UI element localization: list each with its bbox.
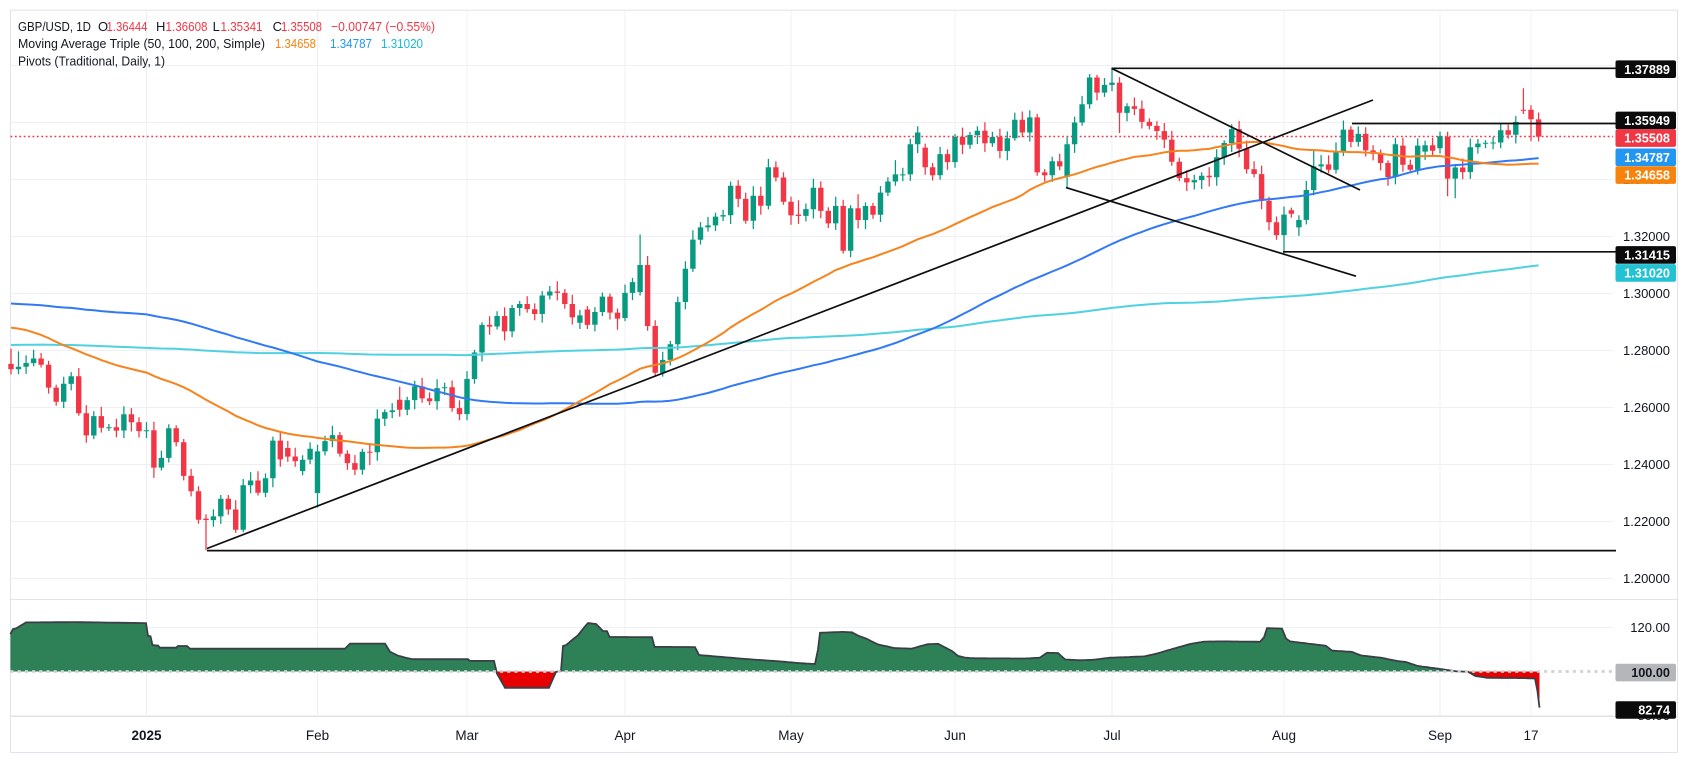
svg-text:1.34787: 1.34787 bbox=[1624, 151, 1670, 165]
svg-text:1.34658: 1.34658 bbox=[1624, 169, 1670, 183]
svg-text:Mar: Mar bbox=[455, 728, 479, 743]
svg-text:−0.00747 (−0.55%): −0.00747 (−0.55%) bbox=[331, 19, 435, 34]
svg-text:Feb: Feb bbox=[306, 728, 329, 743]
svg-text:Pivots (Traditional, Daily, 1): Pivots (Traditional, Daily, 1) bbox=[18, 53, 165, 68]
svg-text:Jun: Jun bbox=[944, 728, 966, 743]
svg-text:1.30000: 1.30000 bbox=[1623, 286, 1670, 301]
svg-text:1.35341: 1.35341 bbox=[221, 19, 263, 34]
svg-text:1.31415: 1.31415 bbox=[1624, 249, 1670, 263]
svg-text:1.32000: 1.32000 bbox=[1623, 229, 1670, 244]
svg-text:1.35508: 1.35508 bbox=[281, 19, 322, 34]
svg-text:Moving Average Triple (50, 100: Moving Average Triple (50, 100, 200, Sim… bbox=[18, 36, 265, 51]
svg-text:1.35949: 1.35949 bbox=[1624, 114, 1670, 128]
svg-text:H: H bbox=[156, 19, 165, 34]
svg-text:Sep: Sep bbox=[1428, 728, 1452, 743]
svg-text:Apr: Apr bbox=[614, 728, 636, 743]
svg-text:1.28000: 1.28000 bbox=[1623, 343, 1670, 358]
svg-text:1.34787: 1.34787 bbox=[330, 36, 372, 51]
svg-text:1.20000: 1.20000 bbox=[1623, 571, 1670, 586]
svg-text:1.22000: 1.22000 bbox=[1623, 514, 1670, 529]
svg-text:May: May bbox=[778, 728, 804, 743]
svg-text:1.31020: 1.31020 bbox=[381, 36, 423, 51]
svg-text:120.00: 120.00 bbox=[1630, 620, 1670, 635]
svg-text:Jul: Jul bbox=[1103, 728, 1120, 743]
svg-text:1.31020: 1.31020 bbox=[1624, 267, 1670, 281]
svg-text:1.36444: 1.36444 bbox=[107, 19, 148, 34]
svg-text:Aug: Aug bbox=[1272, 728, 1296, 743]
svg-text:82.74: 82.74 bbox=[1638, 704, 1670, 718]
svg-text:1.35508: 1.35508 bbox=[1624, 132, 1670, 146]
svg-text:100.00: 100.00 bbox=[1631, 666, 1670, 680]
svg-text:1.37889: 1.37889 bbox=[1624, 63, 1670, 77]
svg-text:1.36608: 1.36608 bbox=[166, 19, 208, 34]
svg-text:O: O bbox=[98, 19, 108, 34]
svg-text:2025: 2025 bbox=[131, 728, 162, 743]
svg-text:17: 17 bbox=[1523, 728, 1538, 743]
svg-text:1.24000: 1.24000 bbox=[1623, 457, 1670, 472]
svg-text:C: C bbox=[273, 19, 282, 34]
svg-text:1.26000: 1.26000 bbox=[1623, 400, 1670, 415]
svg-text:1.34658: 1.34658 bbox=[275, 36, 316, 51]
svg-text:GBP/USD, 1D: GBP/USD, 1D bbox=[18, 19, 91, 34]
svg-text:L: L bbox=[213, 19, 220, 34]
